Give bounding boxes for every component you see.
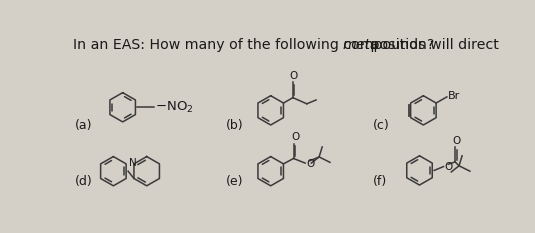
Text: (c): (c)	[373, 119, 390, 132]
Text: $\mathregular{-NO_2}$: $\mathregular{-NO_2}$	[155, 100, 194, 115]
Text: O: O	[306, 159, 314, 169]
Text: N: N	[129, 158, 137, 168]
Text: O: O	[453, 136, 461, 146]
Text: O: O	[444, 161, 453, 171]
Text: (a): (a)	[74, 119, 92, 132]
Text: Br: Br	[448, 91, 460, 101]
Text: In an EAS: How many of the following compounds will direct: In an EAS: How many of the following com…	[73, 38, 503, 52]
Text: (e): (e)	[226, 175, 243, 188]
Text: O: O	[289, 71, 298, 81]
Text: O: O	[291, 132, 299, 142]
Text: (b): (b)	[226, 119, 243, 132]
Text: (f): (f)	[373, 175, 387, 188]
Text: meta: meta	[343, 38, 379, 52]
Text: position?: position?	[366, 38, 434, 52]
Text: (d): (d)	[74, 175, 93, 188]
